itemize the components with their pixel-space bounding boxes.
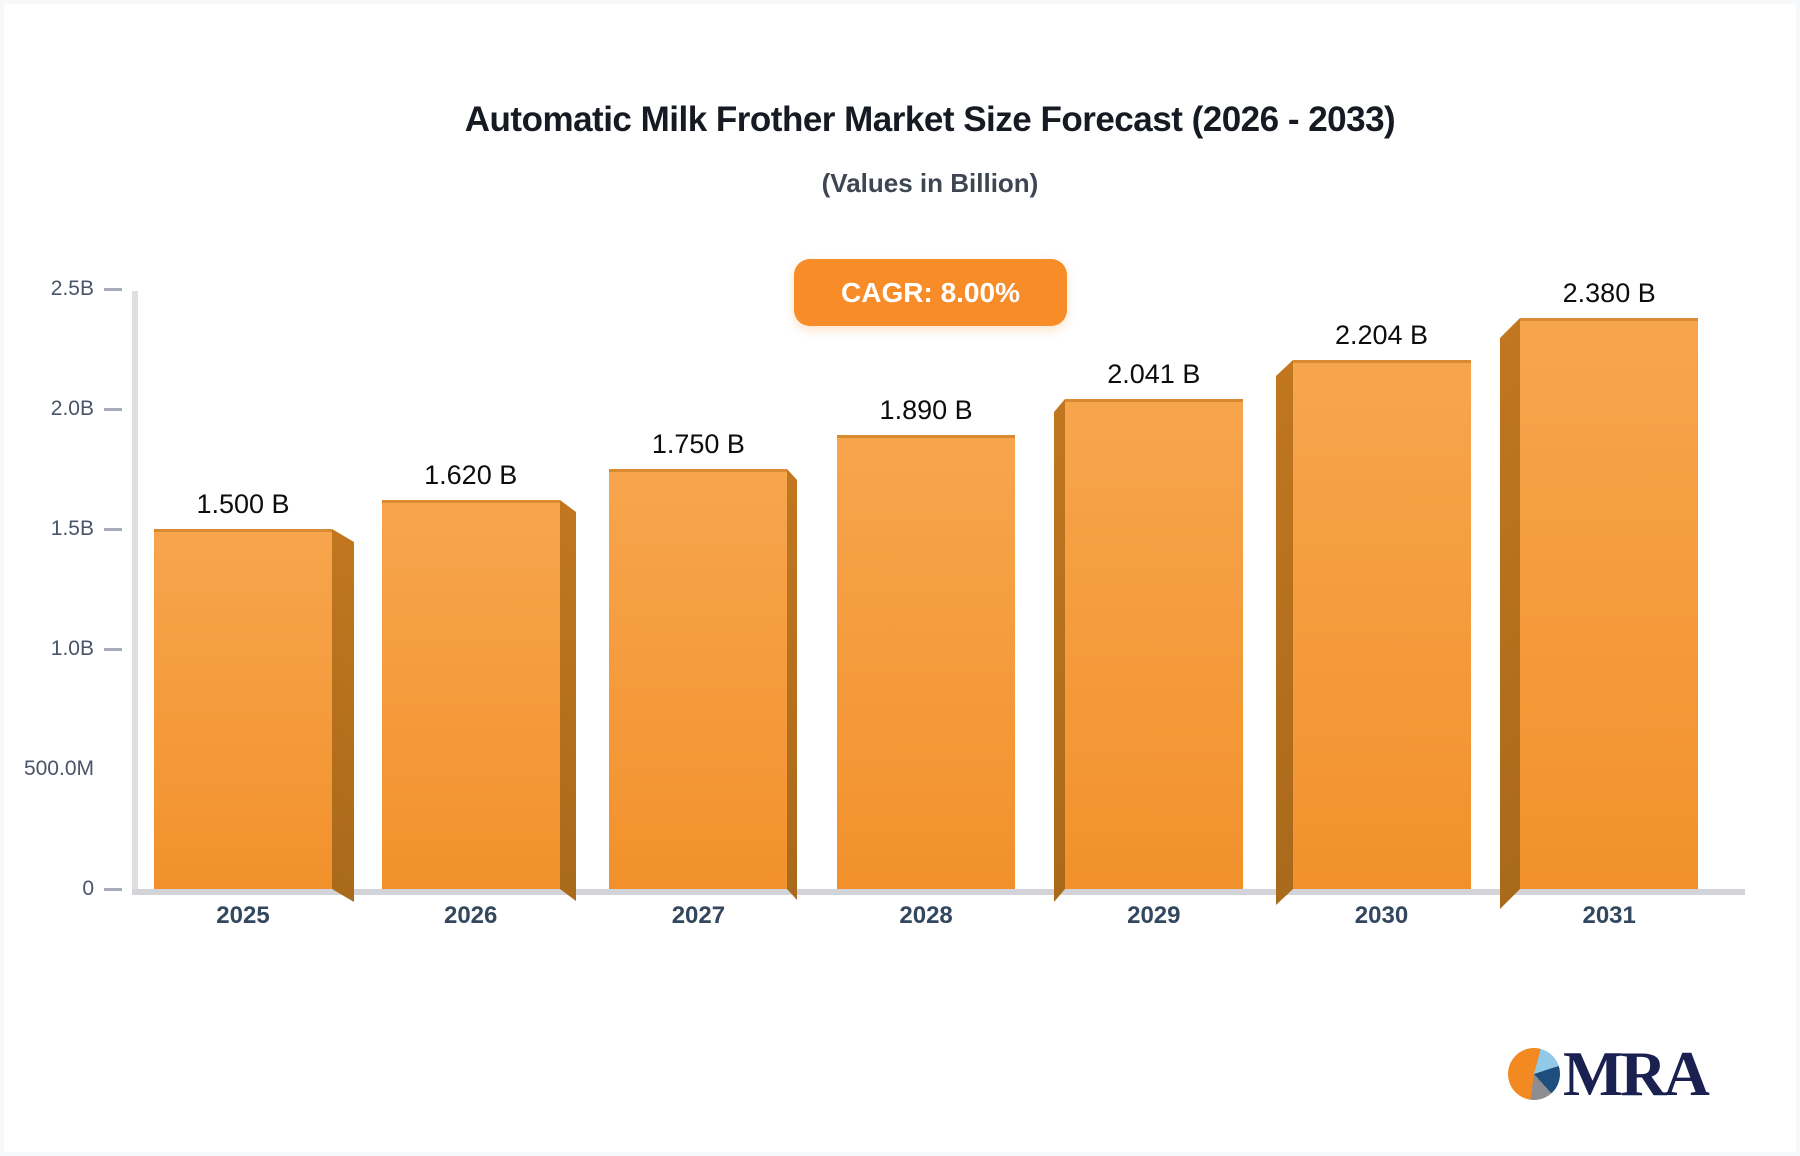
bar-side-face: [559, 500, 576, 901]
y-tick-label: 1.5B: [50, 517, 94, 540]
bar-side-face: [1053, 399, 1065, 902]
y-tick-mark: [104, 408, 122, 411]
chart-title: Automatic Milk Frother Market Size Forec…: [464, 100, 1396, 139]
bar-front-face: [1292, 360, 1471, 889]
bar-value-label: 2.041 B: [1107, 359, 1201, 390]
pie-chart-logo-icon: [1508, 1048, 1560, 1100]
y-tick-label: 0: [82, 877, 94, 900]
bar-side-face: [1500, 317, 1521, 909]
bar-2031: [1500, 317, 1699, 909]
bar-side-face: [787, 469, 798, 900]
mra-logo: MRA: [1508, 1038, 1748, 1109]
chart-subtitle: (Values in Billion): [821, 168, 1039, 198]
bar-value-label: 1.500 B: [196, 489, 290, 519]
x-axis-label: 2030: [1354, 902, 1409, 929]
bar-2027: [609, 469, 798, 900]
bar-front-face: [609, 469, 788, 889]
bar-value-label: 2.204 B: [1334, 320, 1429, 351]
y-tick-label: 2.5B: [50, 277, 94, 300]
x-axis-label: 2029: [1127, 902, 1181, 929]
bar-front-face: [381, 500, 560, 889]
x-axis-label: 2025: [216, 902, 270, 929]
bar-value-label: 1.750 B: [651, 429, 745, 459]
bar-front-face: [154, 529, 332, 889]
bar-side-face: [332, 529, 354, 902]
y-tick-mark: [104, 528, 122, 531]
bar-front-face: [1520, 317, 1699, 889]
bar-value-label: 1.620 B: [424, 460, 518, 491]
bar-front-face: [1064, 399, 1243, 889]
bar-value-label: 2.380 B: [1562, 277, 1656, 308]
x-axis-label: 2028: [899, 902, 953, 929]
bar-2026: [381, 500, 576, 901]
x-axis-label: 2026: [443, 902, 498, 929]
bar-value-label: 1.890 B: [879, 395, 973, 426]
y-tick-mark: [104, 288, 122, 291]
x-axis-label: 2031: [1582, 902, 1636, 929]
y-axis-line: [132, 291, 138, 890]
y-tick-label: 2.0B: [50, 397, 94, 420]
logo-text: MRA: [1563, 1038, 1710, 1109]
cagr-badge: CAGR: 8.00%: [794, 259, 1067, 326]
bar-2025: [154, 529, 354, 902]
bar-2030: [1275, 360, 1471, 905]
y-tick-label: 1.0B: [50, 637, 94, 660]
y-tick-mark: [104, 648, 122, 651]
y-tick-mark: [104, 888, 122, 891]
x-axis-label: 2027: [671, 902, 726, 929]
y-tick-label: 500.0M: [23, 757, 94, 780]
x-axis-baseline: [132, 889, 1745, 895]
bar-2028: [837, 435, 1016, 889]
bar-front-face: [837, 435, 1016, 889]
bar-side-face: [1275, 360, 1293, 905]
bar-2029: [1053, 399, 1243, 902]
